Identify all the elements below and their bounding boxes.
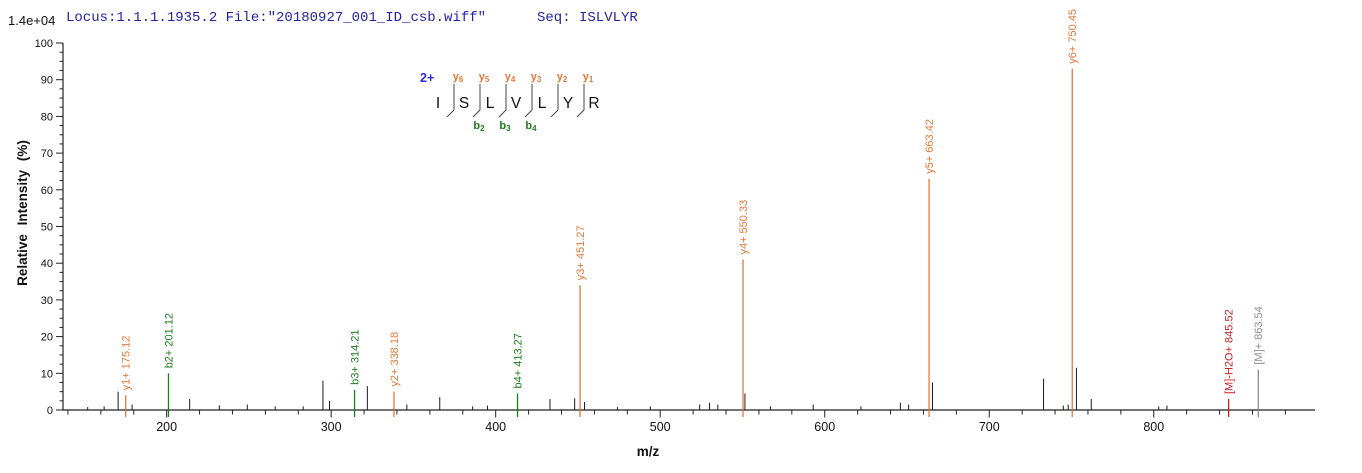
b-ion-tag: b4 xyxy=(525,120,537,133)
y-tick-label: 70 xyxy=(41,148,53,160)
cleavage-divider xyxy=(472,84,481,118)
y-tick-label: 0 xyxy=(47,405,53,417)
x-tick-label: 800 xyxy=(1143,420,1164,434)
residue-letter: R xyxy=(588,95,599,112)
intensity-scale-label: 1.4e+04 xyxy=(8,13,55,28)
y-tick-label: 100 xyxy=(35,38,53,50)
y-tick-label: 50 xyxy=(41,222,53,234)
y-ion-tag: y1 xyxy=(583,71,594,84)
cleavage-divider xyxy=(550,84,559,118)
y-ion-tag: y5 xyxy=(479,71,490,84)
y-ion-tag: y3 xyxy=(531,71,542,84)
y-tick-label: 10 xyxy=(41,368,53,380)
peak-annotation: y1+ 175.12 xyxy=(121,336,133,391)
peak-annotation: y4+ 550.33 xyxy=(738,200,750,255)
peak-annotation: y3+ 451.27 xyxy=(575,225,587,280)
plot-area: 0 10 20 30 40 50 60 70 80 90 100 200 300 400 500 600 700… xyxy=(35,9,1315,434)
y-tick-label: 20 xyxy=(41,332,53,344)
b-ion-tag: b2 xyxy=(473,120,485,133)
peak-annotation: y5+ 663.42 xyxy=(924,119,936,174)
y-tick-label: 30 xyxy=(41,295,53,307)
cleavage-divider xyxy=(524,84,533,118)
residue-letter: Y xyxy=(563,95,573,112)
peak-annotation: b2+ 201.12 xyxy=(163,313,175,368)
y-tick-label: 90 xyxy=(41,75,53,87)
x-tick-label: 300 xyxy=(321,420,342,434)
cleavage-divider xyxy=(576,84,585,118)
cleavage-divider xyxy=(498,84,507,118)
residue-letter: L xyxy=(538,95,547,112)
peak-annotation: [M]+ 863.54 xyxy=(1253,306,1265,364)
y-tick-label: 40 xyxy=(41,258,53,270)
y-tick-label: 60 xyxy=(41,185,53,197)
locus-file-title: Locus:1.1.1.1935.2 File:"20180927_001_ID… xyxy=(66,10,486,26)
x-tick-label: 200 xyxy=(156,420,177,434)
x-axis-title: m/z xyxy=(637,444,660,459)
b-ion-tag: b3 xyxy=(499,120,511,133)
peak-annotation: b3+ 314.21 xyxy=(349,329,361,384)
y-ion-tag: y2 xyxy=(557,71,568,84)
peak-annotation: b4+ 413.27 xyxy=(512,333,524,388)
peak-annotation: y6+ 750.45 xyxy=(1067,9,1079,64)
y-ion-tag: y6 xyxy=(453,71,464,84)
y-tick-label: 80 xyxy=(41,111,53,123)
residue-letter: I xyxy=(436,95,440,112)
peak-annotation: [M]-H2O+ 845.52 xyxy=(1223,309,1235,394)
y-axis-title: Relative Intensity (%) xyxy=(15,140,30,286)
x-tick-label: 400 xyxy=(485,420,506,434)
precursor-charge-label: 2+ xyxy=(420,71,434,85)
x-tick-label: 700 xyxy=(979,420,1000,434)
residue-letter: L xyxy=(486,95,495,112)
sequence-title: Seq: ISLVLYR xyxy=(537,10,638,26)
residue-letter: V xyxy=(511,95,522,112)
cleavage-divider xyxy=(446,84,455,118)
y-ion-tag: y4 xyxy=(505,71,516,84)
peak-annotation: y2+ 338.18 xyxy=(389,332,401,387)
residue-letter: S xyxy=(459,95,469,112)
x-tick-label: 500 xyxy=(650,420,671,434)
x-tick-label: 600 xyxy=(814,420,835,434)
